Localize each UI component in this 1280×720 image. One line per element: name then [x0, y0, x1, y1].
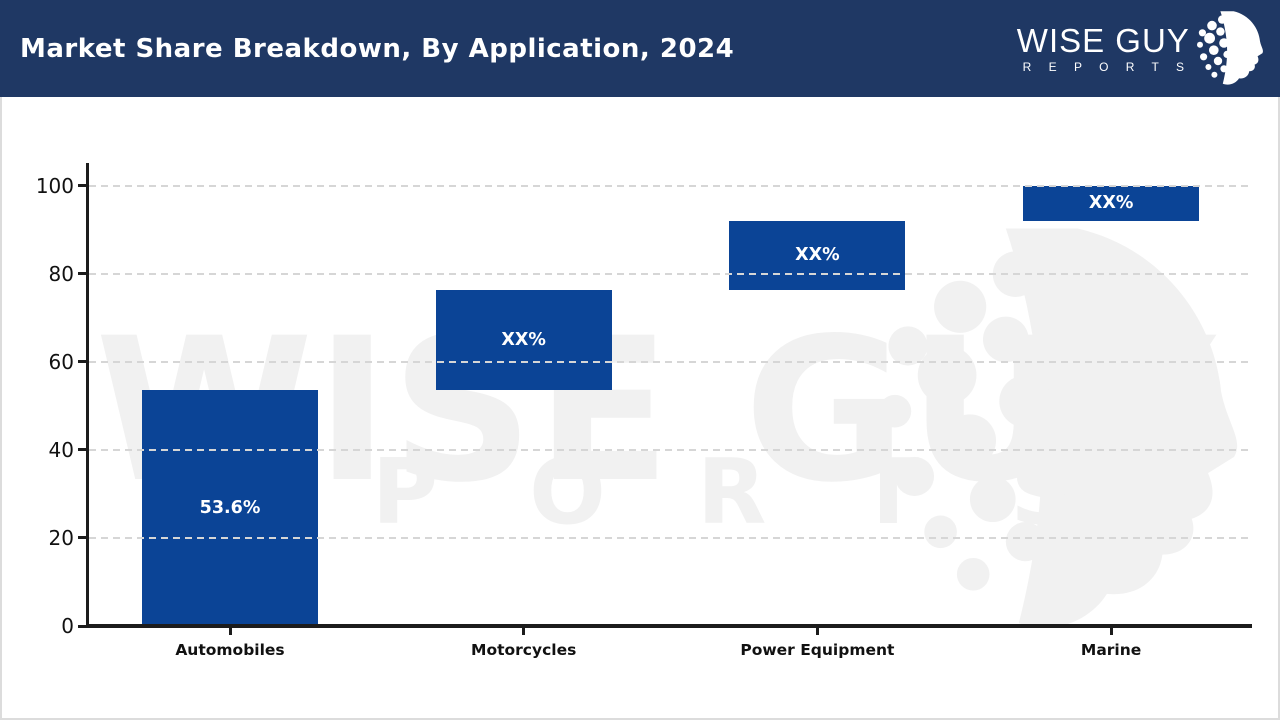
- bar-value-label-automobiles: 53.6%: [199, 497, 261, 518]
- y-axis-spine: [86, 163, 89, 628]
- logo-wordmark: WISE GUY: [1016, 21, 1190, 59]
- header-bar: Market Share Breakdown, By Application, …: [0, 0, 1280, 97]
- bar-value-label-power-equipment: XX%: [795, 245, 840, 266]
- x-axis-label-power-equipment: Power Equipment: [740, 641, 895, 659]
- y-tick-label-40: 40: [48, 437, 74, 462]
- x-tick-motorcycles: [522, 626, 526, 635]
- page-title: Market Share Breakdown, By Application, …: [20, 33, 735, 64]
- dotted-head-profile-icon: [1194, 10, 1266, 88]
- x-axis-label-automobiles: Automobiles: [175, 641, 285, 659]
- y-tick-label-0: 0: [61, 614, 74, 638]
- y-tick-label-100: 100: [35, 173, 74, 198]
- y-tick-80: [78, 272, 88, 276]
- y-tick-label-60: 60: [48, 349, 74, 374]
- y-tick-40: [78, 448, 88, 452]
- gridline-40: [89, 448, 1252, 451]
- x-tick-automobiles: [228, 626, 232, 635]
- y-tick-60: [78, 360, 88, 364]
- y-tick-label-80: 80: [48, 261, 74, 286]
- y-tick-100: [78, 184, 88, 188]
- x-tick-marine: [1109, 626, 1113, 635]
- y-tick-label-20: 20: [48, 525, 74, 550]
- x-axis-label-motorcycles: Motorcycles: [471, 641, 577, 659]
- bar-automobiles: 53.6%: [142, 389, 318, 626]
- wise-guy-logo: WISE GUY R E P O R T S: [1016, 10, 1266, 88]
- bar-marine: XX%: [1023, 185, 1200, 221]
- gridline-20: [89, 536, 1252, 539]
- gridline-100: [89, 184, 1252, 187]
- bar-motorcycles: XX%: [435, 290, 612, 390]
- gridline-80: [89, 272, 1252, 275]
- x-axis-label-marine: Marine: [1080, 641, 1142, 659]
- y-tick-20: [78, 536, 88, 540]
- logo-subtitle: R E P O R T S: [1022, 59, 1191, 74]
- x-tick-power-equipment: [815, 626, 819, 635]
- watermark-head-icon: [862, 222, 1254, 650]
- bar-value-label-motorcycles: XX%: [501, 330, 546, 351]
- x-axis-spine: [86, 624, 1252, 628]
- y-tick-0: [78, 624, 88, 628]
- bar-power-equipment: XX%: [729, 220, 906, 291]
- logo-text: WISE GUY R E P O R T S: [1016, 24, 1191, 74]
- bar-value-label-marine: XX%: [1088, 193, 1134, 214]
- gridline-60: [89, 360, 1252, 363]
